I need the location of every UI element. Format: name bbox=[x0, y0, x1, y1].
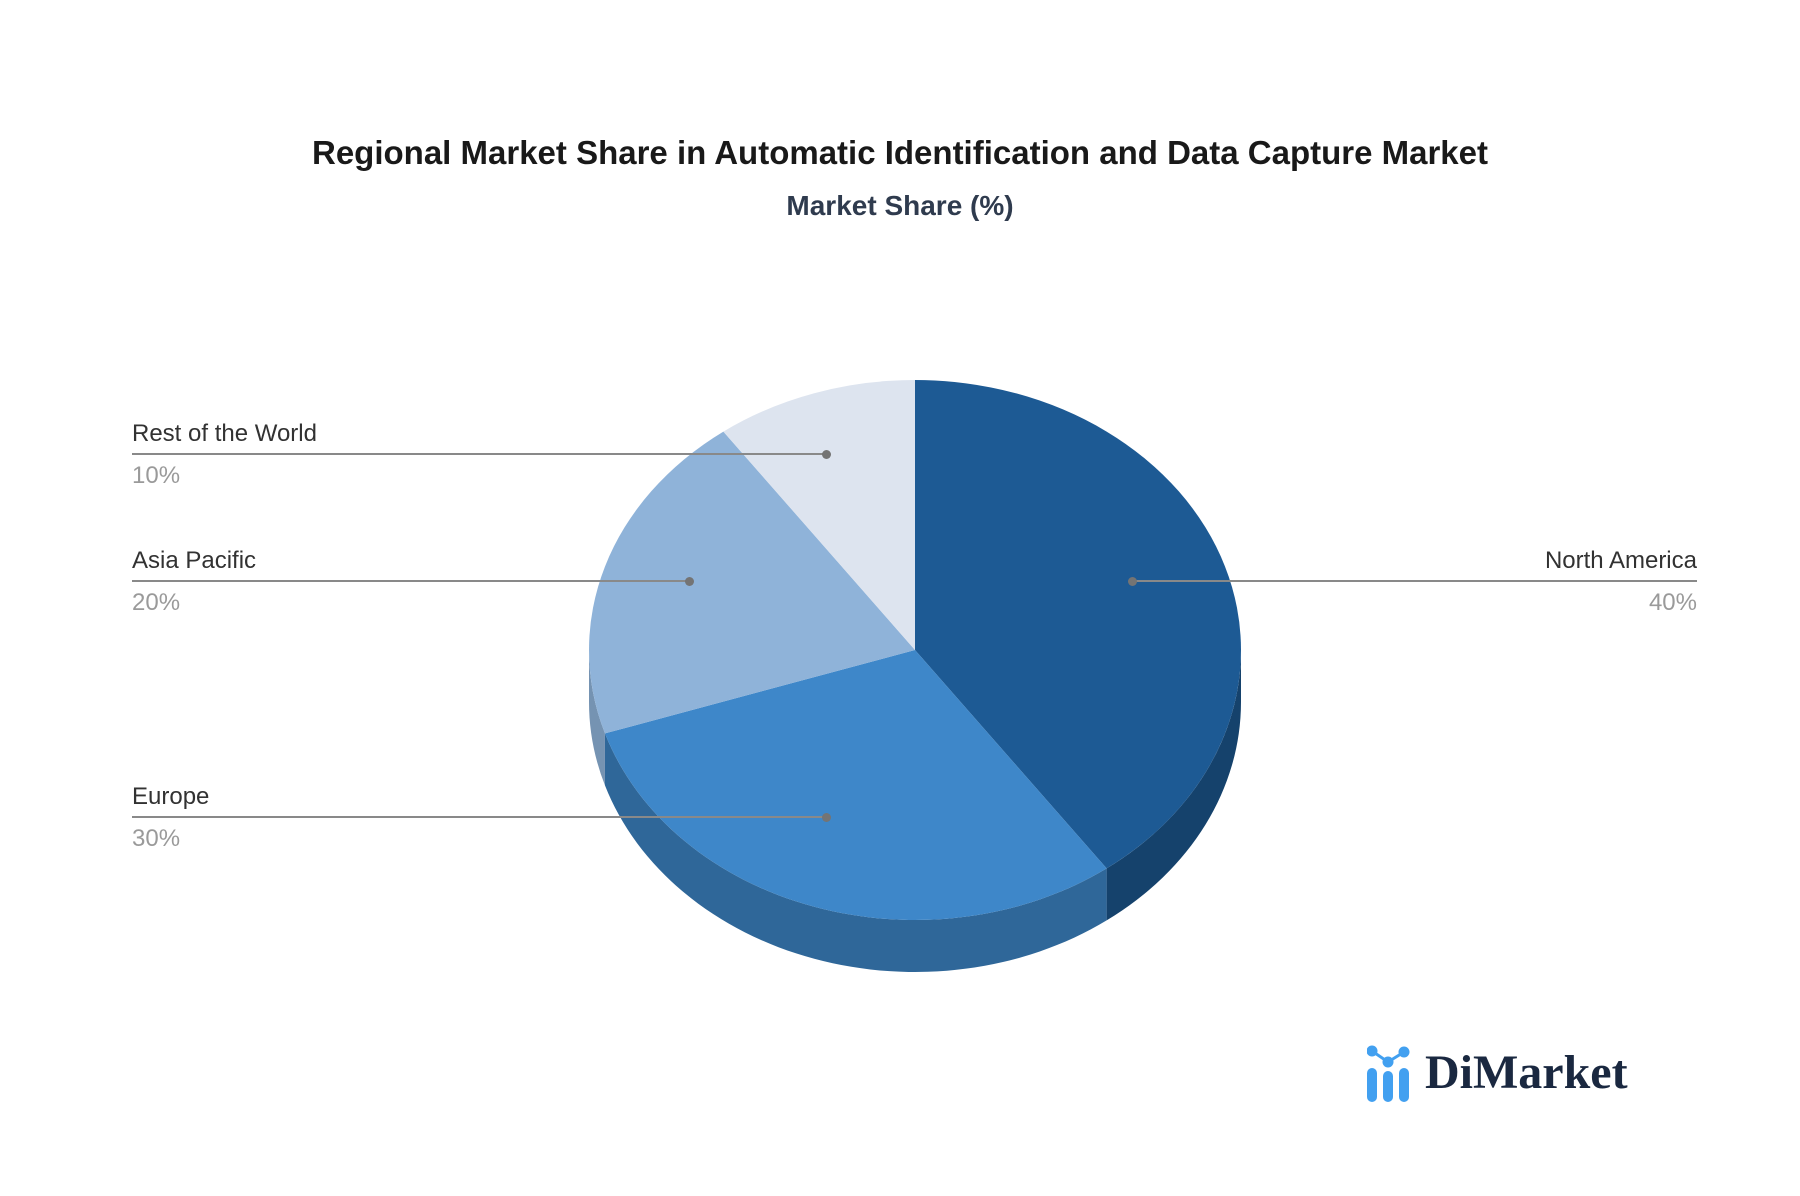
pie-slice-side-north-america bbox=[1106, 650, 1241, 921]
pie-slice-europe[interactable] bbox=[604, 650, 1107, 920]
pie-slice-side-europe bbox=[604, 733, 1107, 972]
brand-logo: DiMarket bbox=[1367, 1044, 1628, 1102]
slice-value: 10% bbox=[132, 462, 181, 489]
pie-slice-asia-pacific[interactable] bbox=[589, 431, 915, 734]
pie-slice-side-asia-pacific bbox=[589, 650, 605, 786]
slice-callout-north-america: North America 40% bbox=[1128, 546, 1697, 618]
bar-line-chart-icon bbox=[1367, 1045, 1410, 1102]
slice-value: 20% bbox=[132, 589, 181, 616]
slice-callout-europe: Europe 30% bbox=[132, 782, 831, 854]
slice-callout-asia-pacific: Asia Pacific 20% bbox=[132, 546, 694, 618]
chart-subtitle: Market Share (%) bbox=[786, 190, 1014, 221]
leader-line bbox=[132, 812, 831, 822]
pie-slice-north-america[interactable] bbox=[915, 380, 1241, 869]
leader-dot-icon bbox=[1128, 576, 1137, 586]
pie-slice-rest-of-the-world[interactable] bbox=[723, 380, 915, 650]
leader-dot-icon bbox=[822, 449, 831, 459]
slice-value: 30% bbox=[132, 825, 181, 852]
slice-label: Rest of the World bbox=[132, 420, 317, 447]
slice-label: North America bbox=[1544, 547, 1697, 574]
leader-line bbox=[132, 449, 831, 459]
slice-callout-rest-of-the-world: Rest of the World 10% bbox=[132, 419, 831, 491]
leader-dot-icon bbox=[822, 812, 831, 822]
slice-label: Asia Pacific bbox=[132, 547, 257, 574]
leader-line bbox=[1128, 576, 1697, 586]
leader-line bbox=[132, 576, 694, 586]
brand-logo-text: DiMarket bbox=[1425, 1046, 1628, 1099]
leader-dot-icon bbox=[685, 576, 694, 586]
slice-value: 40% bbox=[1648, 589, 1697, 616]
chart-title: Regional Market Share in Automatic Ident… bbox=[312, 134, 1488, 171]
slice-label: Europe bbox=[132, 783, 210, 810]
